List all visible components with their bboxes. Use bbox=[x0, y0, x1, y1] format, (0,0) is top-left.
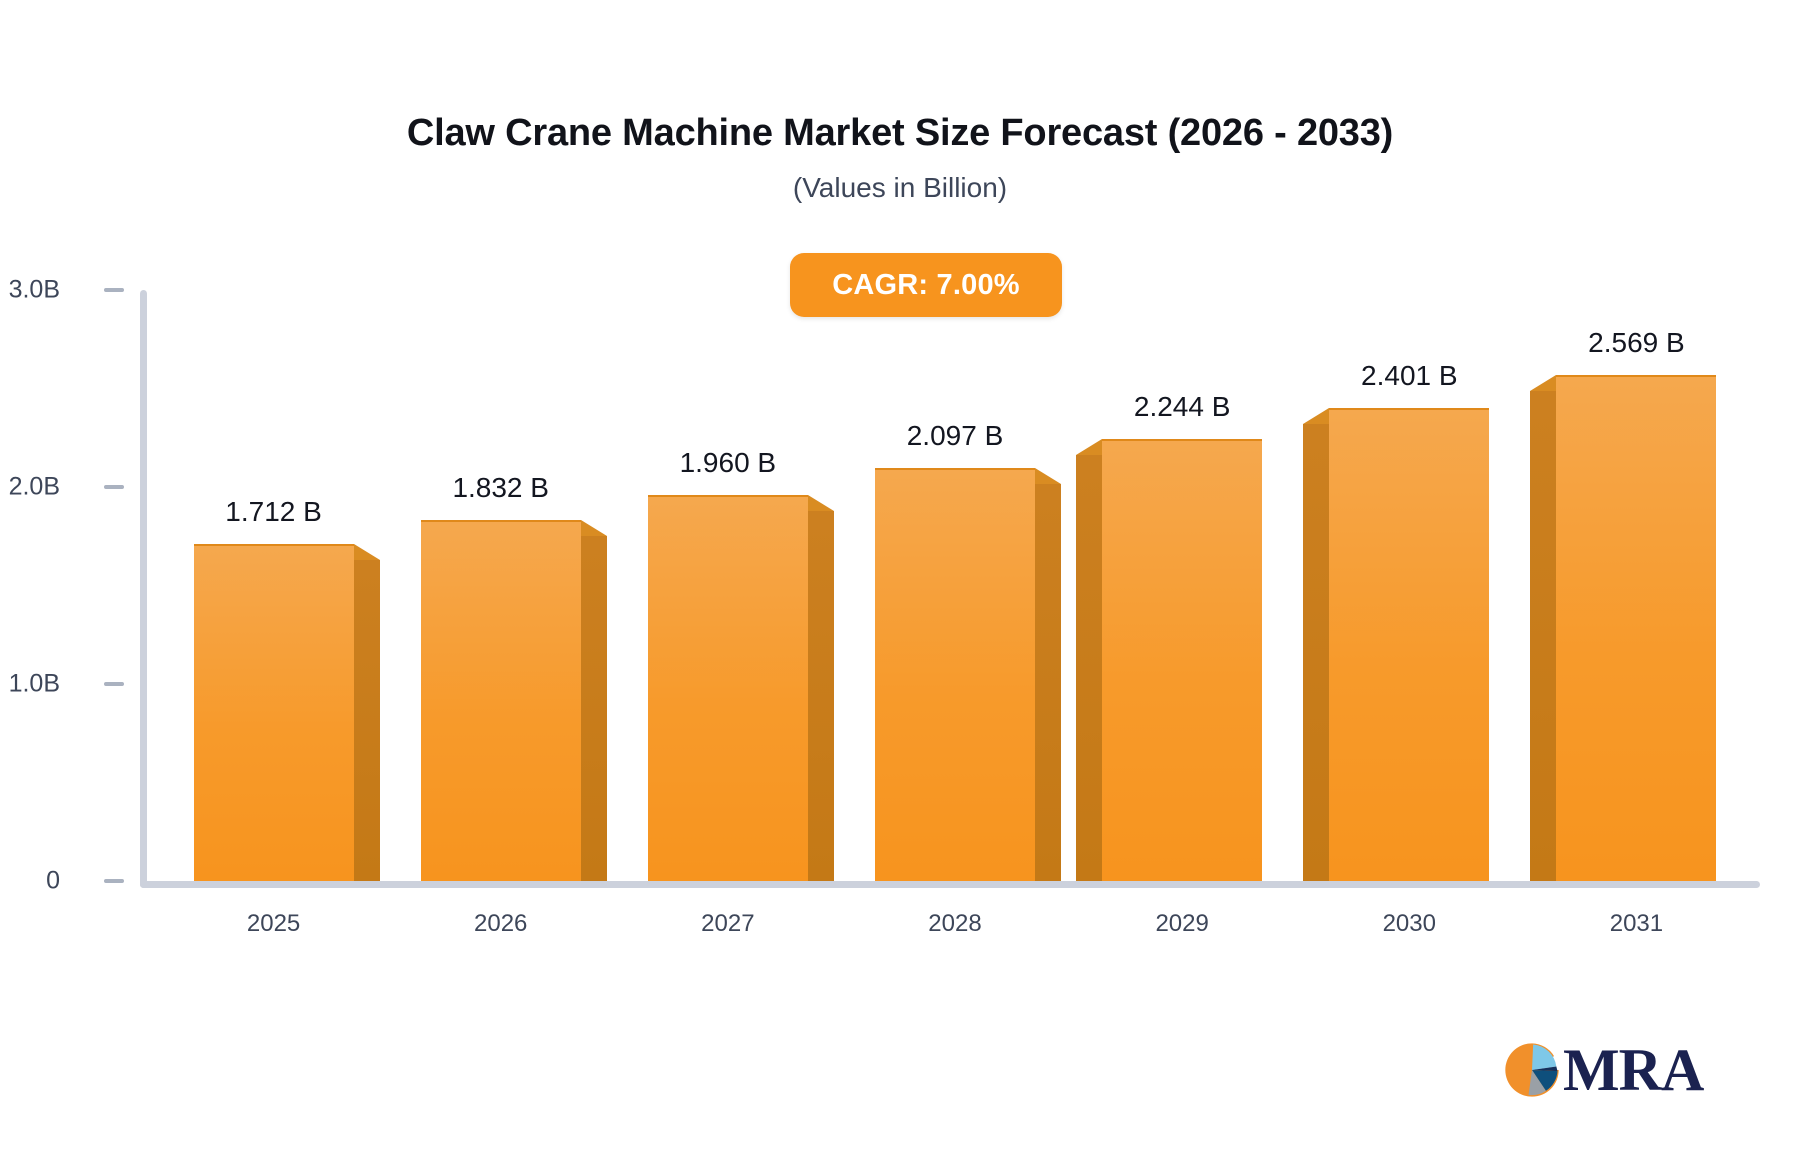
x-tick-label-2029: 2029 bbox=[1155, 910, 1209, 937]
bar-top-bevel bbox=[807, 494, 834, 511]
y-axis-line bbox=[140, 290, 147, 888]
chart-title: Claw Crane Machine Market Size Forecast … bbox=[406, 112, 1394, 154]
plot-area: 3.0B 2.0B 1.0B 0 1.712 B 1.832 B 1.960 B 2.097… bbox=[9, 276, 1760, 937]
bar-top-bevel bbox=[1035, 467, 1061, 484]
bar-side-face bbox=[1303, 424, 1330, 881]
cagr-badge: CAGR: 7.00% bbox=[790, 253, 1062, 317]
bar-value-label: 1.960 B bbox=[679, 446, 777, 478]
bar-2028[interactable] bbox=[875, 467, 1061, 881]
bar-side-face bbox=[807, 510, 834, 881]
bar-side-face bbox=[1035, 483, 1061, 881]
y-tick-mark bbox=[104, 682, 124, 686]
bar-front-face bbox=[875, 467, 1035, 881]
pie-chart-logo-icon bbox=[1505, 1043, 1559, 1097]
bar-top-bevel bbox=[580, 520, 607, 537]
bar-2031[interactable] bbox=[1530, 374, 1717, 881]
bar-side-face bbox=[353, 559, 380, 881]
x-tick-label-2030: 2030 bbox=[1382, 910, 1436, 937]
bar-front-face bbox=[1556, 374, 1717, 881]
bar-side-face bbox=[580, 536, 607, 881]
y-tick-mark bbox=[104, 288, 124, 292]
mra-logo: MRA bbox=[1503, 1037, 1704, 1103]
bar-2027[interactable] bbox=[647, 494, 834, 881]
y-tick-mark bbox=[104, 879, 124, 883]
bar-value-label: 1.832 B bbox=[452, 472, 549, 504]
bar-2025[interactable] bbox=[193, 543, 380, 881]
x-tick-label-2027: 2027 bbox=[701, 910, 755, 937]
mra-logo-text: MRA bbox=[1563, 1037, 1704, 1103]
bar-front-face bbox=[420, 520, 581, 881]
bar-top-bevel bbox=[1076, 438, 1103, 455]
bar-value-label: 2.569 B bbox=[1588, 326, 1685, 358]
bar-top-bevel bbox=[1303, 408, 1330, 425]
bar-side-face bbox=[1530, 390, 1557, 881]
x-tick-label-2028: 2028 bbox=[928, 910, 982, 937]
bar-value-label: 2.244 B bbox=[1133, 390, 1231, 422]
bar-front-face bbox=[1102, 438, 1263, 881]
x-tick-label-2031: 2031 bbox=[1609, 910, 1664, 937]
cagr-badge-label: CAGR: 7.00% bbox=[832, 268, 1020, 301]
bar-front-face bbox=[193, 543, 354, 881]
bar-2030[interactable] bbox=[1303, 408, 1490, 881]
bar-value-label: 2.401 B bbox=[1361, 360, 1458, 391]
bar-side-face bbox=[1076, 454, 1103, 881]
x-axis-line bbox=[140, 881, 1760, 888]
y-tick-mark bbox=[104, 485, 124, 489]
bar-top-bevel bbox=[1530, 374, 1557, 391]
x-tick-label-2025: 2025 bbox=[246, 910, 301, 937]
bar-2026[interactable] bbox=[420, 520, 607, 881]
bar-value-label: 1.712 B bbox=[225, 495, 322, 527]
bar-2029[interactable] bbox=[1076, 438, 1263, 881]
y-tick-label: 3.0B bbox=[8, 275, 60, 304]
y-tick-label: 2.0B bbox=[8, 472, 60, 501]
y-tick-label: 0 bbox=[46, 866, 60, 895]
bar-front-face bbox=[647, 494, 808, 881]
y-tick-label: 1.0B bbox=[8, 669, 60, 698]
bar-front-face bbox=[1329, 408, 1490, 881]
bar-top-bevel bbox=[353, 543, 380, 560]
chart-subtitle: (Values in Billion) bbox=[792, 172, 1008, 203]
x-tick-label-2026: 2026 bbox=[474, 910, 528, 937]
bar-value-label: 2.097 B bbox=[906, 419, 1004, 451]
